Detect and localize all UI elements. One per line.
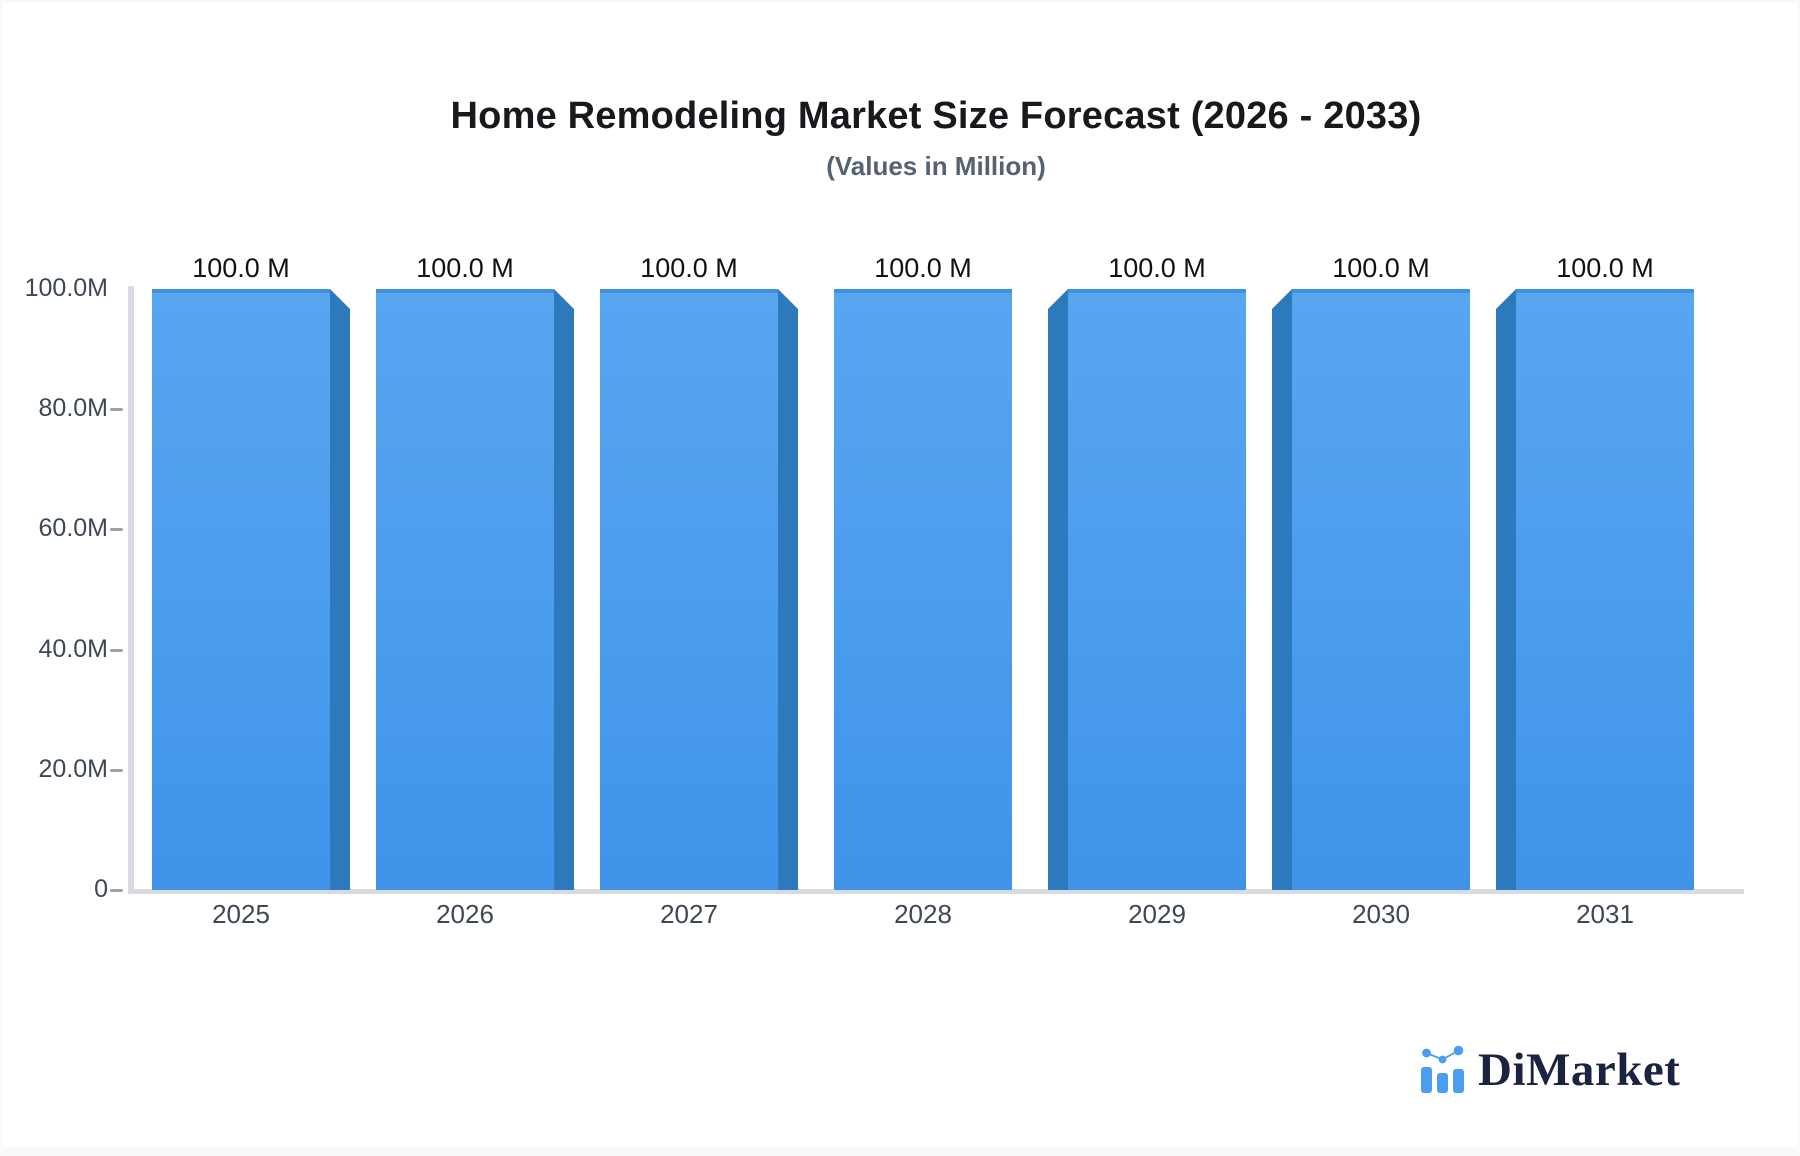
bar-3d-side-panel (554, 289, 574, 890)
y-tick-mark (110, 889, 123, 892)
y-tick-mark (110, 768, 123, 772)
dimarket-logo: DiMarket (1420, 1041, 1680, 1099)
bar-face[interactable] (152, 289, 330, 890)
logo-text: DiMarket (1478, 1044, 1681, 1096)
bar-3d-side-panel (778, 289, 798, 890)
y-axis-tick-label: 40.0M (38, 634, 108, 663)
x-axis-tick-label: 2029 (1128, 899, 1186, 929)
chart-subtitle: (Values in Million) (826, 151, 1046, 181)
x-axis-line (128, 889, 1744, 894)
bar-chart-with-trendline-icon (1421, 1045, 1464, 1093)
bar-3d-side-panel (1048, 289, 1068, 890)
bar-value-label: 100.0 M (192, 253, 290, 283)
bar-top-edge (600, 289, 778, 293)
bar-3d-side-panel (330, 289, 350, 890)
bar-value-label: 100.0 M (874, 253, 972, 283)
x-axis-tick-label: 2030 (1352, 899, 1410, 929)
bar-3d-side-panel (1272, 289, 1292, 890)
y-axis-tick-label: 20.0M (38, 754, 108, 783)
bar-value-label: 100.0 M (1332, 253, 1430, 283)
bar-value-label: 100.0 M (1556, 253, 1654, 283)
y-axis-tick-label: 0 (94, 875, 108, 903)
bar-top-edge (1516, 289, 1694, 293)
chart-title: Home Remodeling Market Size Forecast (20… (450, 95, 1422, 137)
bar-face[interactable] (600, 289, 778, 890)
bar-face[interactable] (834, 289, 1012, 890)
bar-top-edge (1068, 289, 1246, 293)
x-axis-tick-label: 2031 (1576, 899, 1634, 929)
bar-face[interactable] (1068, 289, 1246, 890)
bar-top-edge (1292, 289, 1470, 293)
x-axis-tick-label: 2026 (436, 899, 494, 929)
plot-area: 100.0M 80.0M 60.0M 40.0M 20.0M 0 100.0 M 2025 10… (2, 3, 1798, 1147)
bar-face[interactable] (1516, 289, 1694, 890)
bar-top-edge (834, 289, 1012, 293)
y-tick-mark (110, 408, 123, 412)
y-tick-mark (110, 648, 123, 652)
y-tick-mark (110, 528, 123, 532)
bar-top-edge (152, 289, 330, 293)
x-axis-tick-label: 2025 (212, 899, 270, 929)
chart-card: Home Remodeling Market Size Forecast (20… (2, 3, 1798, 1147)
x-axis-tick-label: 2027 (660, 899, 718, 929)
x-axis-tick-label: 2028 (894, 899, 952, 929)
y-axis-tick-label: 60.0M (38, 514, 108, 543)
bar-value-label: 100.0 M (640, 253, 738, 283)
bar-3d-side-panel (1496, 289, 1516, 890)
bar-face[interactable] (1292, 289, 1470, 890)
y-axis-tick-label: 100.0M (24, 274, 108, 302)
y-axis-line (128, 286, 134, 892)
bar-top-edge (376, 289, 554, 293)
y-axis-tick-label: 80.0M (38, 394, 108, 423)
bar-face[interactable] (376, 289, 554, 890)
bar-value-label: 100.0 M (416, 253, 514, 283)
bar-value-label: 100.0 M (1108, 253, 1206, 283)
